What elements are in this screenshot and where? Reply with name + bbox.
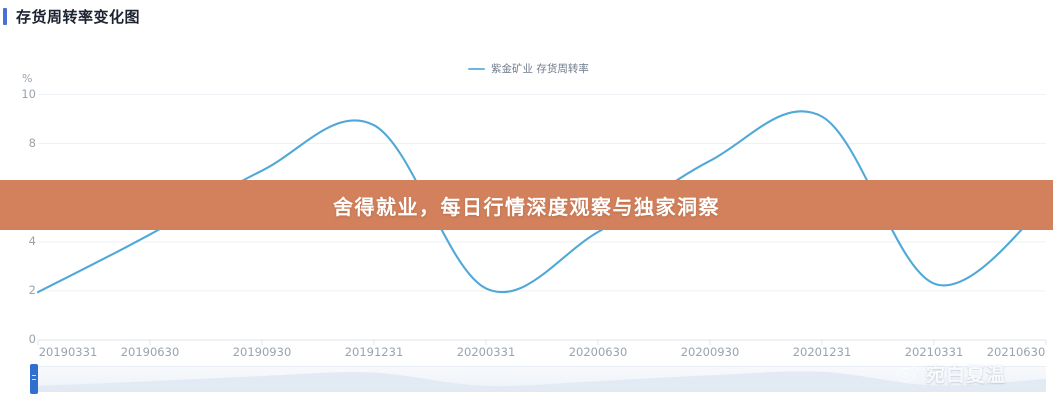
x-tick-label: 20190630 bbox=[120, 345, 180, 359]
watermark-text: 宛白夏温 bbox=[926, 364, 1007, 386]
legend-item-label: 紫金矿业 存货周转率 bbox=[491, 63, 589, 75]
page-title: 存货周转率变化图 bbox=[16, 7, 141, 26]
y-tick-label: 4 bbox=[28, 233, 36, 248]
chart-title-row: 存货周转率变化图 bbox=[0, 5, 140, 27]
data-zoom-slider[interactable] bbox=[30, 364, 1046, 394]
x-tick-label: 20210331 bbox=[904, 345, 964, 359]
x-tick-label: 20191231 bbox=[344, 345, 404, 359]
promo-banner: 舍得就业，每日行情深度观察与独家洞察 bbox=[0, 180, 1053, 230]
x-tick-label: 20200331 bbox=[456, 345, 516, 359]
weibo-icon bbox=[896, 364, 918, 382]
y-tick-label: 0 bbox=[28, 332, 36, 346]
y-axis-unit-label: % bbox=[22, 72, 33, 85]
title-accent-bar bbox=[3, 7, 7, 25]
watermark: 宛白夏温 bbox=[896, 360, 1006, 387]
x-axis: 20190331 20190630 20190930 20191231 20200331… bbox=[0, 345, 1053, 363]
x-tick-label: 20200930 bbox=[680, 345, 740, 359]
x-tick-label: 20190930 bbox=[232, 345, 292, 359]
y-axis: 0246810 bbox=[0, 0, 36, 400]
gridlines-group bbox=[38, 94, 1046, 341]
y-tick-label: 10 bbox=[21, 86, 36, 101]
x-tick-label: 20210630 bbox=[986, 345, 1046, 359]
axis-ticks-group bbox=[37, 340, 1047, 345]
data-zoom-handle-left[interactable] bbox=[30, 364, 38, 394]
y-tick-label: 8 bbox=[28, 135, 36, 150]
data-zoom-preview bbox=[34, 371, 1046, 392]
legend-line-icon bbox=[468, 67, 485, 70]
chart-legend[interactable]: 紫金矿业 存货周转率 bbox=[468, 61, 589, 76]
promo-banner-text: 舍得就业，每日行情深度观察与独家洞察 bbox=[333, 194, 720, 219]
x-tick-label: 20200630 bbox=[568, 345, 628, 359]
x-tick-label: 20201231 bbox=[792, 345, 852, 359]
x-tick-label: 20190331 bbox=[38, 345, 98, 359]
y-tick-label: 2 bbox=[28, 282, 36, 297]
